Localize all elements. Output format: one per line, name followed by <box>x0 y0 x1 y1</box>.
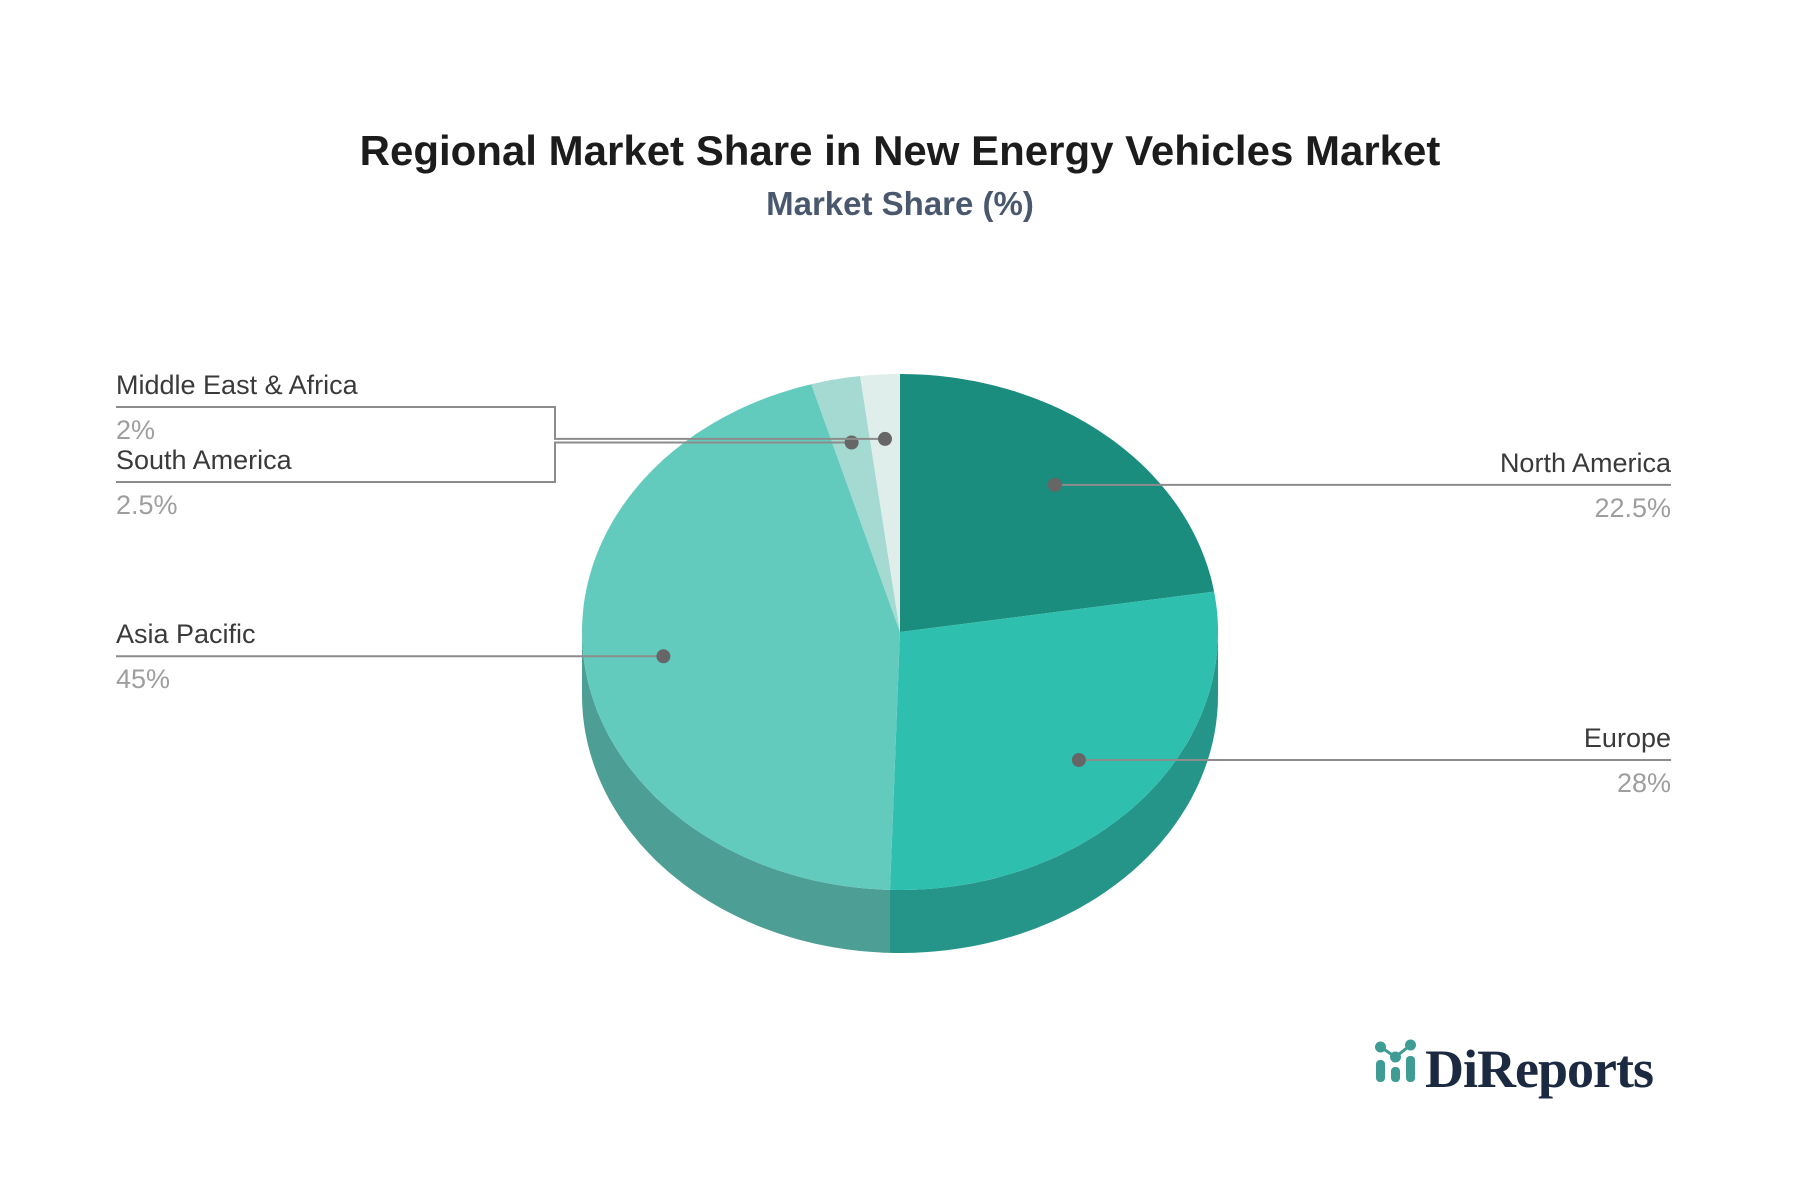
bar-chart-logo-icon <box>1375 1039 1416 1082</box>
slice-label: Middle East & Africa <box>116 370 358 400</box>
pie-slice-asia-pacific[interactable] <box>582 384 900 890</box>
slice-value: 28% <box>1616 767 1671 798</box>
connector-dot <box>844 435 859 450</box>
slice-label: North America <box>1499 447 1671 478</box>
pie-slice-south-america[interactable] <box>811 376 900 632</box>
chart-title: Regional Market Share in New Energy Vehi… <box>359 127 1441 174</box>
slice-value: 45% <box>116 664 171 695</box>
chart-subtitle: Market Share (%) <box>766 185 1034 222</box>
label-connector <box>116 441 852 483</box>
connector-dot <box>1071 753 1086 767</box>
connector-dot <box>878 431 892 446</box>
slice-value: 22.5% <box>1594 492 1671 523</box>
brand-logo: DiReports <box>1372 1034 1654 1099</box>
slice-label: Asia Pacific <box>116 619 256 650</box>
pie-slice-north-america[interactable] <box>900 374 1215 632</box>
connector-dot <box>1047 477 1062 492</box>
slice-value: 2% <box>116 415 156 445</box>
pie-slice-side <box>890 632 1218 953</box>
slice-label: South America <box>116 445 292 475</box>
label-connector <box>116 406 885 440</box>
connector-dot <box>656 649 671 664</box>
brand-name: DiReports <box>1425 1039 1654 1099</box>
slice-label: Europe <box>1583 722 1671 753</box>
pie-slice-europe[interactable] <box>890 591 1218 890</box>
pie-slice-side <box>582 632 890 953</box>
slice-value: 2.5% <box>116 490 178 520</box>
